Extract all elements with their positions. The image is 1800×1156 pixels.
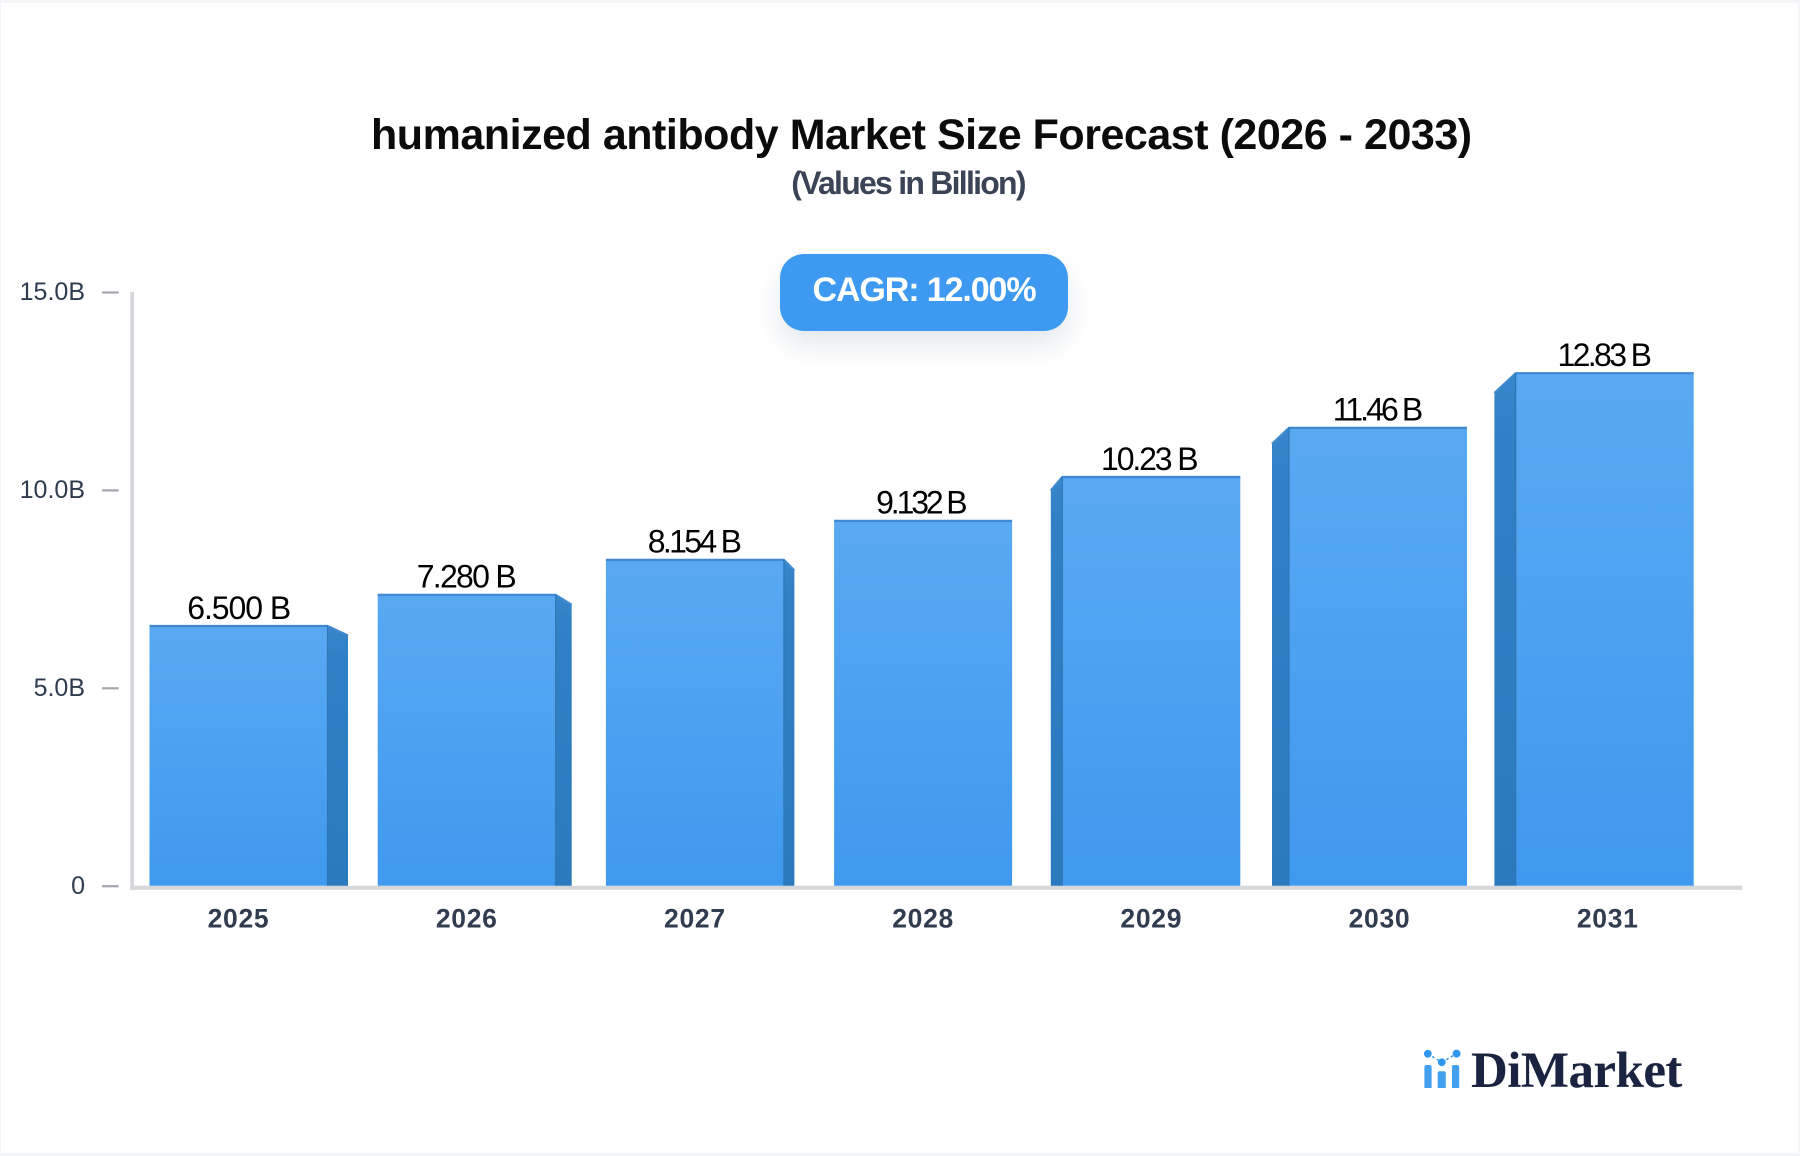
- svg-text:2029: 2029: [1120, 904, 1182, 934]
- svg-text:2026: 2026: [436, 904, 498, 934]
- svg-text:7.280 B: 7.280 B: [417, 559, 517, 595]
- svg-text:5.0B: 5.0B: [34, 674, 85, 702]
- svg-text:2027: 2027: [664, 904, 726, 934]
- svg-text:12.83 B: 12.83 B: [1557, 337, 1652, 373]
- svg-text:15.0B: 15.0B: [20, 278, 85, 306]
- svg-text:2030: 2030: [1349, 904, 1411, 934]
- svg-text:2025: 2025: [208, 904, 270, 934]
- svg-text:0: 0: [71, 872, 85, 900]
- svg-text:10.23 B: 10.23 B: [1101, 441, 1199, 477]
- svg-text:10.0B: 10.0B: [20, 476, 85, 504]
- svg-text:2028: 2028: [892, 904, 954, 934]
- svg-text:9.132 B: 9.132 B: [876, 485, 968, 521]
- svg-text:8.154 B: 8.154 B: [648, 524, 742, 560]
- svg-text:2031: 2031: [1577, 904, 1639, 934]
- svg-text:6.500 B: 6.500 B: [187, 590, 291, 626]
- svg-text:11.46 B: 11.46 B: [1333, 392, 1424, 428]
